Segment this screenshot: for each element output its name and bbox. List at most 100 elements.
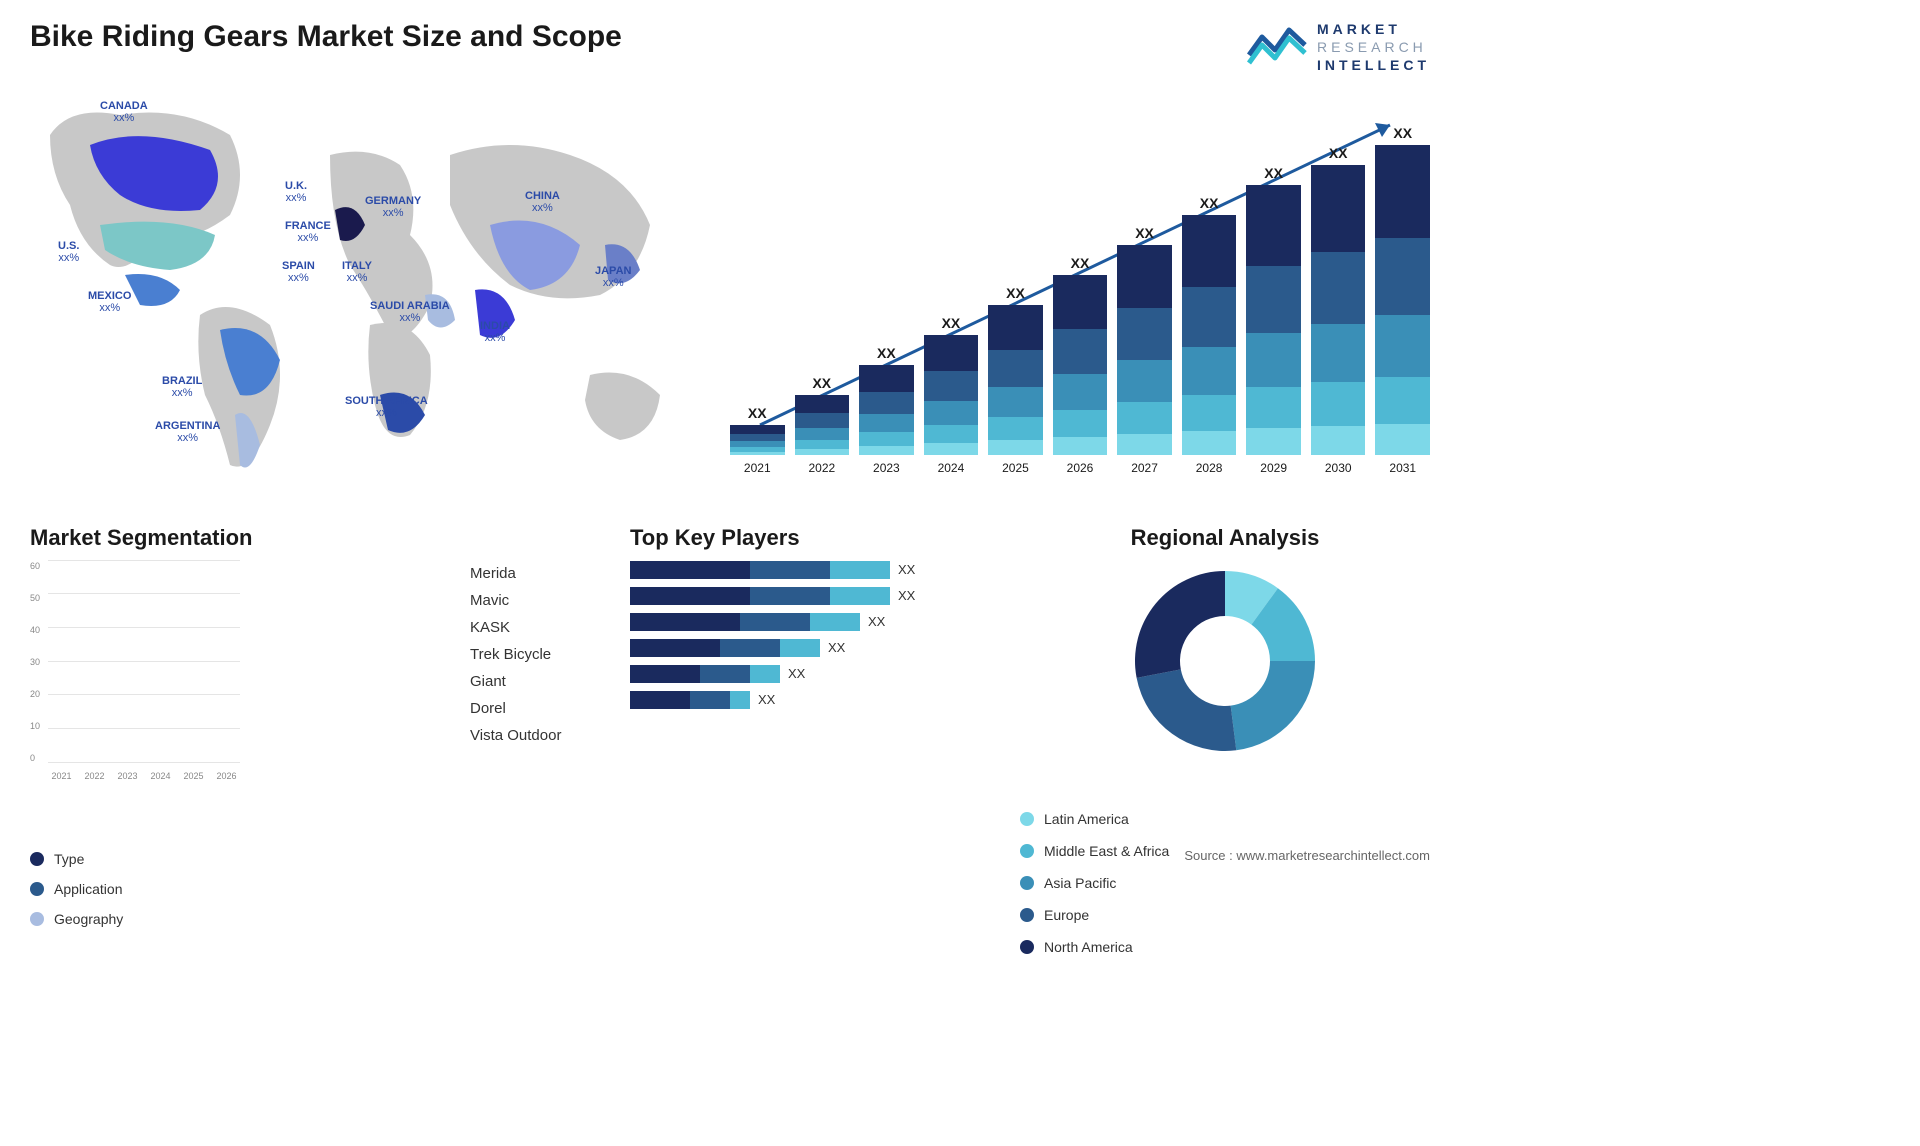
bar-segment xyxy=(1117,245,1172,308)
map-label: BRAZILxx% xyxy=(162,375,202,399)
legend-label: Middle East & Africa xyxy=(1044,843,1169,859)
player-value-label: XX xyxy=(788,666,805,681)
logo-mark-icon xyxy=(1247,25,1307,70)
main-bar-column: XX2021 xyxy=(730,405,785,475)
legend-item: Geography xyxy=(30,911,440,927)
bar-year-label: 2031 xyxy=(1389,461,1416,475)
map-label: INDIAxx% xyxy=(480,320,510,344)
legend-swatch-icon xyxy=(1020,844,1034,858)
legend-swatch-icon xyxy=(30,912,44,926)
player-bar-segment xyxy=(830,561,890,579)
map-label: SAUDI ARABIAxx% xyxy=(370,300,450,324)
bar-segment xyxy=(795,428,850,440)
bar-top-label: XX xyxy=(1006,285,1025,301)
map-label: ITALYxx% xyxy=(342,260,372,284)
player-bar-segment xyxy=(720,639,780,657)
bar-segment xyxy=(859,432,914,446)
players-title: Top Key Players xyxy=(630,525,990,551)
bar-segment xyxy=(859,414,914,432)
bar-segment xyxy=(859,392,914,415)
bar-segment xyxy=(730,434,785,442)
map-label: GERMANYxx% xyxy=(365,195,421,219)
legend-item: Latin America xyxy=(1020,811,1430,827)
bar-segment xyxy=(795,449,850,455)
legend-item: Application xyxy=(30,881,440,897)
x-tick-label: 2023 xyxy=(114,771,141,781)
list-item: Vista Outdoor xyxy=(470,727,600,744)
company-list: MeridaMavicKASKTrek BicycleGiantDorelVis… xyxy=(470,565,600,955)
y-tick-label: 20 xyxy=(30,689,48,699)
bar-segment xyxy=(1117,434,1172,455)
bar-segment xyxy=(1117,402,1172,434)
bar-segment xyxy=(1311,426,1366,455)
bar-segment xyxy=(1117,360,1172,402)
player-bar-row: XX xyxy=(630,691,990,709)
regional-title: Regional Analysis xyxy=(1020,525,1430,551)
map-label: SPAINxx% xyxy=(282,260,315,284)
player-bar-segment xyxy=(810,613,860,631)
bar-segment xyxy=(1311,382,1366,426)
logo-text: MARKET RESEARCH INTELLECT xyxy=(1317,20,1430,75)
legend-item: Type xyxy=(30,851,440,867)
player-value-label: XX xyxy=(868,614,885,629)
legend-label: North America xyxy=(1044,939,1133,955)
legend-swatch-icon xyxy=(30,882,44,896)
bar-segment xyxy=(988,350,1043,388)
bar-segment xyxy=(1246,387,1301,428)
main-bar-column: XX2023 xyxy=(859,345,914,475)
y-tick-label: 50 xyxy=(30,593,48,603)
bar-segment xyxy=(1117,308,1172,361)
legend-swatch-icon xyxy=(1020,908,1034,922)
donut-slice xyxy=(1231,661,1315,750)
player-bar-segment xyxy=(740,613,810,631)
x-tick-label: 2022 xyxy=(81,771,108,781)
player-bar-segment xyxy=(630,639,720,657)
map-label: MEXICOxx% xyxy=(88,290,131,314)
legend-swatch-icon xyxy=(1020,812,1034,826)
regional-legend: Latin America Middle East & Africa Asia Pa… xyxy=(1020,811,1430,955)
bar-segment xyxy=(730,452,785,455)
player-value-label: XX xyxy=(758,692,775,707)
players-chart: XXXXXXXXXXXX xyxy=(630,561,990,717)
x-tick-label: 2024 xyxy=(147,771,174,781)
legend-item: Asia Pacific xyxy=(1020,875,1430,891)
y-tick-label: 0 xyxy=(30,753,48,763)
player-bar-segment xyxy=(750,587,830,605)
regional-panel: Regional Analysis Latin America Middle Ea… xyxy=(1020,525,1430,955)
bar-top-label: XX xyxy=(748,405,767,421)
player-bar-segment xyxy=(730,691,750,709)
bar-segment xyxy=(1246,185,1301,266)
main-bar-column: XX2022 xyxy=(795,375,850,475)
bar-top-label: XX xyxy=(812,375,831,391)
segmentation-chart: 0102030405060 202120222023202420252026 xyxy=(30,561,240,781)
bar-segment xyxy=(1375,238,1430,316)
map-label: CANADAxx% xyxy=(100,100,148,124)
bar-segment xyxy=(1053,275,1108,329)
bar-top-label: XX xyxy=(1264,165,1283,181)
player-bar-row: XX xyxy=(630,613,990,631)
player-bar-row: XX xyxy=(630,665,990,683)
legend-item: Europe xyxy=(1020,907,1430,923)
bar-segment xyxy=(1182,395,1237,431)
bar-year-label: 2027 xyxy=(1131,461,1158,475)
list-item: Mavic xyxy=(470,592,600,609)
map-label: U.K.xx% xyxy=(285,180,307,204)
y-tick-label: 60 xyxy=(30,561,48,571)
list-item: Dorel xyxy=(470,700,600,717)
bar-segment xyxy=(1375,315,1430,377)
x-tick-label: 2025 xyxy=(180,771,207,781)
bar-year-label: 2026 xyxy=(1067,461,1094,475)
map-label: ARGENTINAxx% xyxy=(155,420,220,444)
bar-year-label: 2029 xyxy=(1260,461,1287,475)
main-bar-column: XX2030 xyxy=(1311,145,1366,475)
bar-segment xyxy=(988,417,1043,440)
main-bar-column: XX2028 xyxy=(1182,195,1237,475)
bar-segment xyxy=(1246,333,1301,387)
bar-segment xyxy=(1375,424,1430,455)
y-tick-label: 10 xyxy=(30,721,48,731)
player-value-label: XX xyxy=(898,562,915,577)
bar-segment xyxy=(1182,347,1237,395)
player-bar-segment xyxy=(630,691,690,709)
player-value-label: XX xyxy=(898,588,915,603)
bar-year-label: 2025 xyxy=(1002,461,1029,475)
